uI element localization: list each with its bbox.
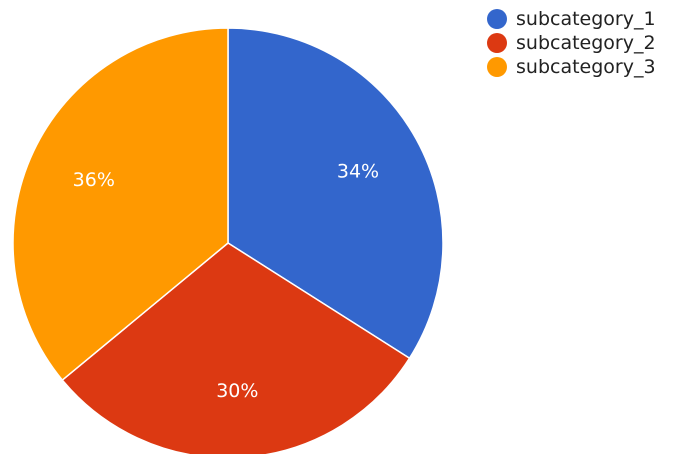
legend-swatch-subcategory_3 — [487, 57, 507, 77]
pie-slice-subcategory_1[interactable] — [227, 27, 444, 360]
legend-item-subcategory_2[interactable]: subcategory_2 — [487, 32, 656, 54]
legend-swatch-subcategory_1 — [487, 9, 507, 29]
pie-slice-subcategory_3[interactable] — [12, 27, 229, 382]
pie-slice-subcategory_2[interactable] — [61, 242, 411, 454]
slice-label-subcategory_2: 30% — [216, 380, 258, 402]
slice-labels: 34% 30% 36% — [73, 161, 379, 403]
legend-item-subcategory_1[interactable]: subcategory_1 — [487, 8, 656, 30]
pie-slices — [12, 27, 444, 454]
legend-label-subcategory_3: subcategory_3 — [516, 56, 656, 78]
legend-label-subcategory_1: subcategory_1 — [516, 8, 656, 30]
slice-label-subcategory_3: 36% — [73, 169, 115, 191]
legend-label-subcategory_2: subcategory_2 — [516, 32, 656, 54]
slice-label-subcategory_1: 34% — [337, 161, 379, 183]
legend-swatch-subcategory_2 — [487, 33, 507, 53]
legend-item-subcategory_3[interactable]: subcategory_3 — [487, 56, 656, 78]
